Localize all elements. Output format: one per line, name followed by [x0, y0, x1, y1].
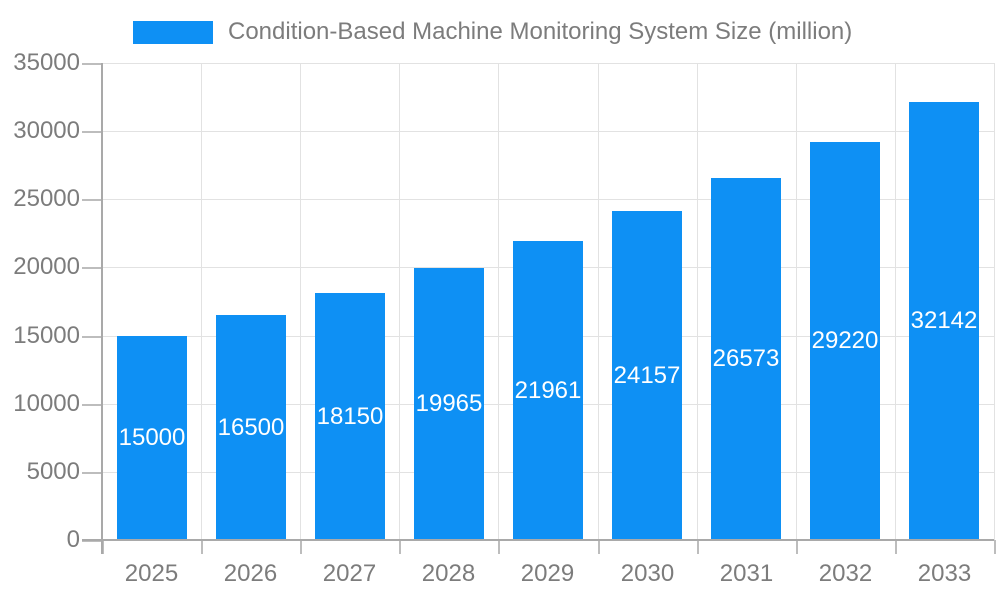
x-axis-label: 2031: [719, 560, 774, 587]
bar-value-label: 16500: [217, 413, 285, 441]
x-axis-tick: [994, 540, 996, 554]
y-axis-label: 10000: [13, 390, 80, 417]
h-gridline: [102, 63, 994, 64]
legend-label: Condition-Based Machine Monitoring Syste…: [228, 18, 853, 45]
x-axis-label: 2026: [223, 560, 278, 587]
y-axis-tick: [82, 336, 102, 338]
v-gridline: [498, 63, 499, 540]
y-axis-label: 5000: [26, 458, 80, 485]
v-gridline: [697, 63, 698, 540]
v-gridline: [796, 63, 797, 540]
x-axis-label: 2032: [818, 560, 873, 587]
y-axis-tick: [82, 540, 102, 542]
x-axis-label: 2033: [917, 560, 972, 587]
bar[interactable]: 26573: [711, 178, 781, 540]
x-axis-label: 2027: [322, 560, 377, 587]
y-axis-tick: [82, 63, 102, 65]
bar[interactable]: 16500: [216, 315, 286, 540]
v-gridline: [598, 63, 599, 540]
x-axis-label: 2028: [421, 560, 476, 587]
y-axis-tick: [82, 267, 102, 269]
bar[interactable]: 19965: [414, 268, 484, 540]
x-axis-tick: [895, 540, 897, 554]
bar[interactable]: 21961: [513, 241, 583, 540]
bar-value-label: 19965: [415, 390, 483, 417]
v-gridline: [201, 63, 202, 540]
y-axis-tick: [82, 199, 102, 201]
y-axis-label: 25000: [13, 185, 80, 212]
legend-swatch: [133, 20, 213, 44]
bar[interactable]: 32142: [909, 102, 979, 540]
bar-value-label: 15000: [118, 424, 186, 451]
y-axis-label: 20000: [13, 253, 80, 280]
x-axis-tick: [399, 540, 401, 554]
y-axis-tick: [82, 472, 102, 474]
x-axis-label: 2029: [520, 560, 575, 587]
h-gridline: [102, 199, 994, 200]
y-axis-label: 15000: [13, 322, 80, 349]
x-axis-tick: [201, 540, 203, 554]
bar-value-label: 21961: [514, 376, 582, 404]
v-gridline: [895, 63, 896, 540]
y-axis-line: [101, 63, 103, 554]
v-gridline: [399, 63, 400, 540]
h-gridline: [102, 131, 994, 132]
x-axis-tick: [102, 540, 104, 554]
bar-value-label: 26573: [712, 345, 780, 372]
y-axis-tick: [82, 131, 102, 133]
v-gridline: [994, 63, 995, 540]
x-axis-tick: [598, 540, 600, 554]
x-axis-label: 2025: [124, 560, 179, 587]
x-axis-tick: [796, 540, 798, 554]
x-axis-tick: [300, 540, 302, 554]
bar[interactable]: 15000: [117, 336, 187, 540]
x-axis-tick: [697, 540, 699, 554]
bar[interactable]: 24157: [612, 211, 682, 540]
bar-value-label: 29220: [811, 327, 879, 354]
x-axis-tick: [498, 540, 500, 554]
x-axis-label: 2030: [620, 560, 675, 587]
y-axis-label: 30000: [13, 117, 80, 144]
bar[interactable]: 29220: [810, 142, 880, 540]
bar-value-label: 32142: [910, 307, 978, 334]
bar-value-label: 18150: [316, 402, 384, 430]
x-axis-line: [82, 539, 994, 541]
y-axis-label: 35000: [13, 49, 80, 76]
bar-value-label: 24157: [613, 361, 681, 389]
bar[interactable]: 18150: [315, 293, 385, 540]
y-axis-label: 0: [66, 526, 80, 553]
chart-legend[interactable]: Condition-Based Machine Monitoring Syste…: [133, 18, 852, 46]
v-gridline: [300, 63, 301, 540]
y-axis-tick: [82, 404, 102, 406]
